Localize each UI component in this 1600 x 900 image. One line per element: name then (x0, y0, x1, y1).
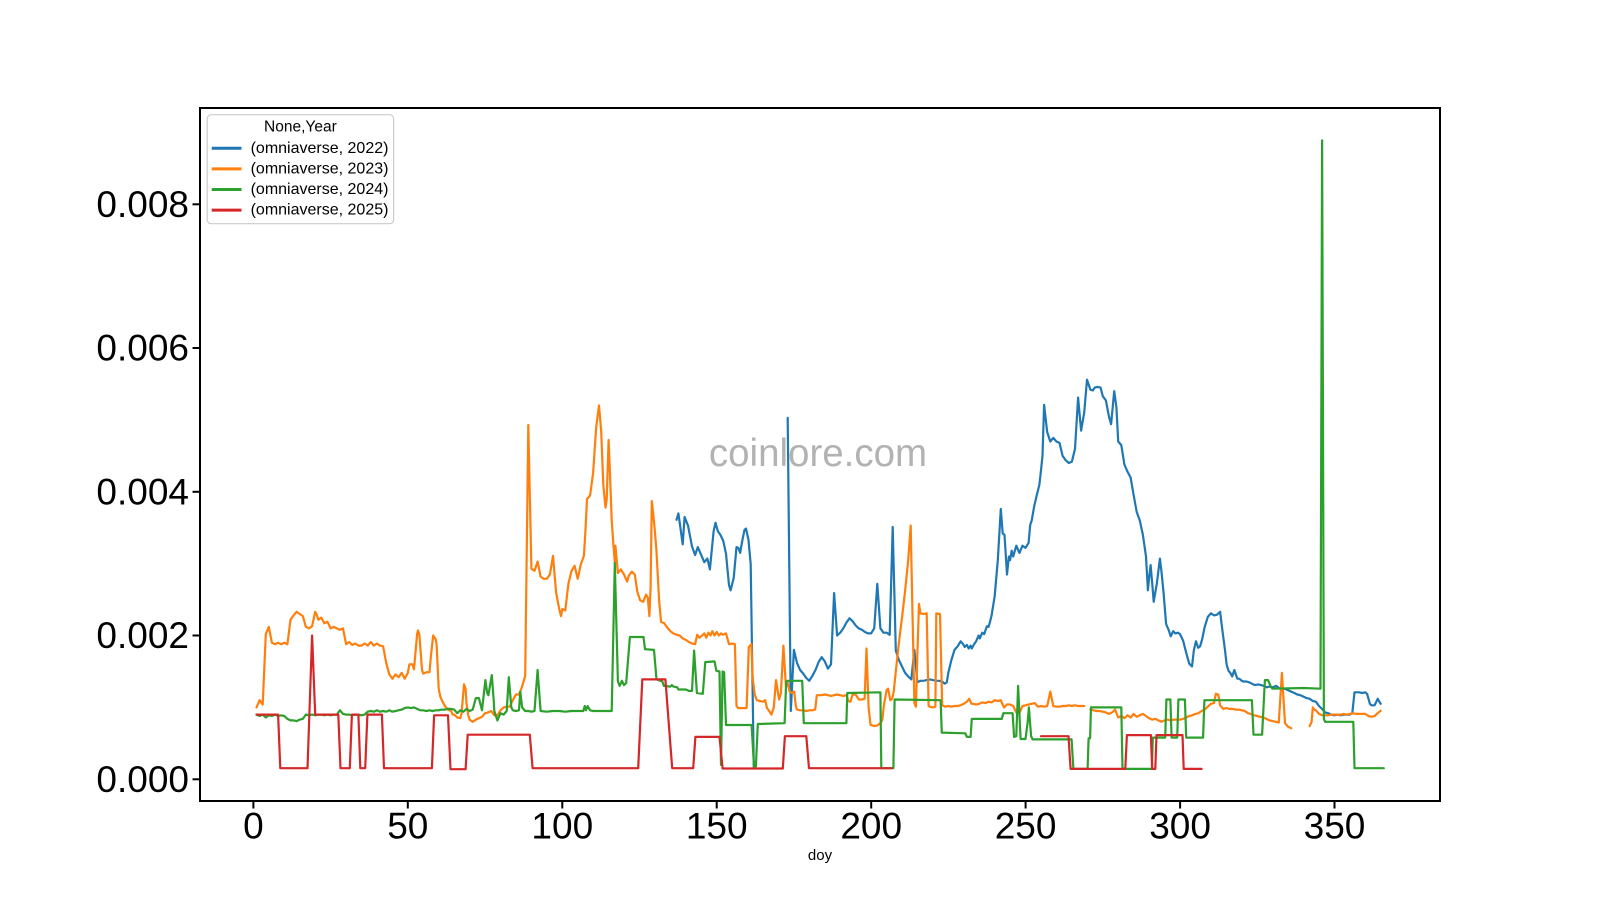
svg-text:0.006: 0.006 (96, 328, 189, 369)
svg-text:0.000: 0.000 (96, 759, 189, 800)
svg-text:(omniaverse, 2022): (omniaverse, 2022) (251, 140, 389, 157)
svg-text:250: 250 (995, 805, 1057, 846)
svg-text:0.002: 0.002 (96, 615, 189, 656)
svg-text:50: 50 (387, 805, 428, 846)
svg-text:200: 200 (840, 805, 902, 846)
svg-text:(omniaverse, 2024): (omniaverse, 2024) (251, 181, 389, 198)
svg-text:0.004: 0.004 (96, 471, 189, 512)
svg-text:coinlore.com: coinlore.com (709, 432, 927, 475)
svg-text:0: 0 (243, 805, 264, 846)
svg-text:(omniaverse, 2023): (omniaverse, 2023) (251, 160, 389, 177)
svg-text:0.008: 0.008 (96, 184, 189, 225)
svg-text:(omniaverse, 2025): (omniaverse, 2025) (251, 202, 389, 219)
svg-text:300: 300 (1149, 805, 1211, 846)
svg-text:doy: doy (808, 847, 833, 864)
svg-text:100: 100 (531, 805, 593, 846)
svg-text:350: 350 (1304, 805, 1366, 846)
svg-text:None,Year: None,Year (264, 119, 337, 136)
svg-text:150: 150 (686, 805, 748, 846)
